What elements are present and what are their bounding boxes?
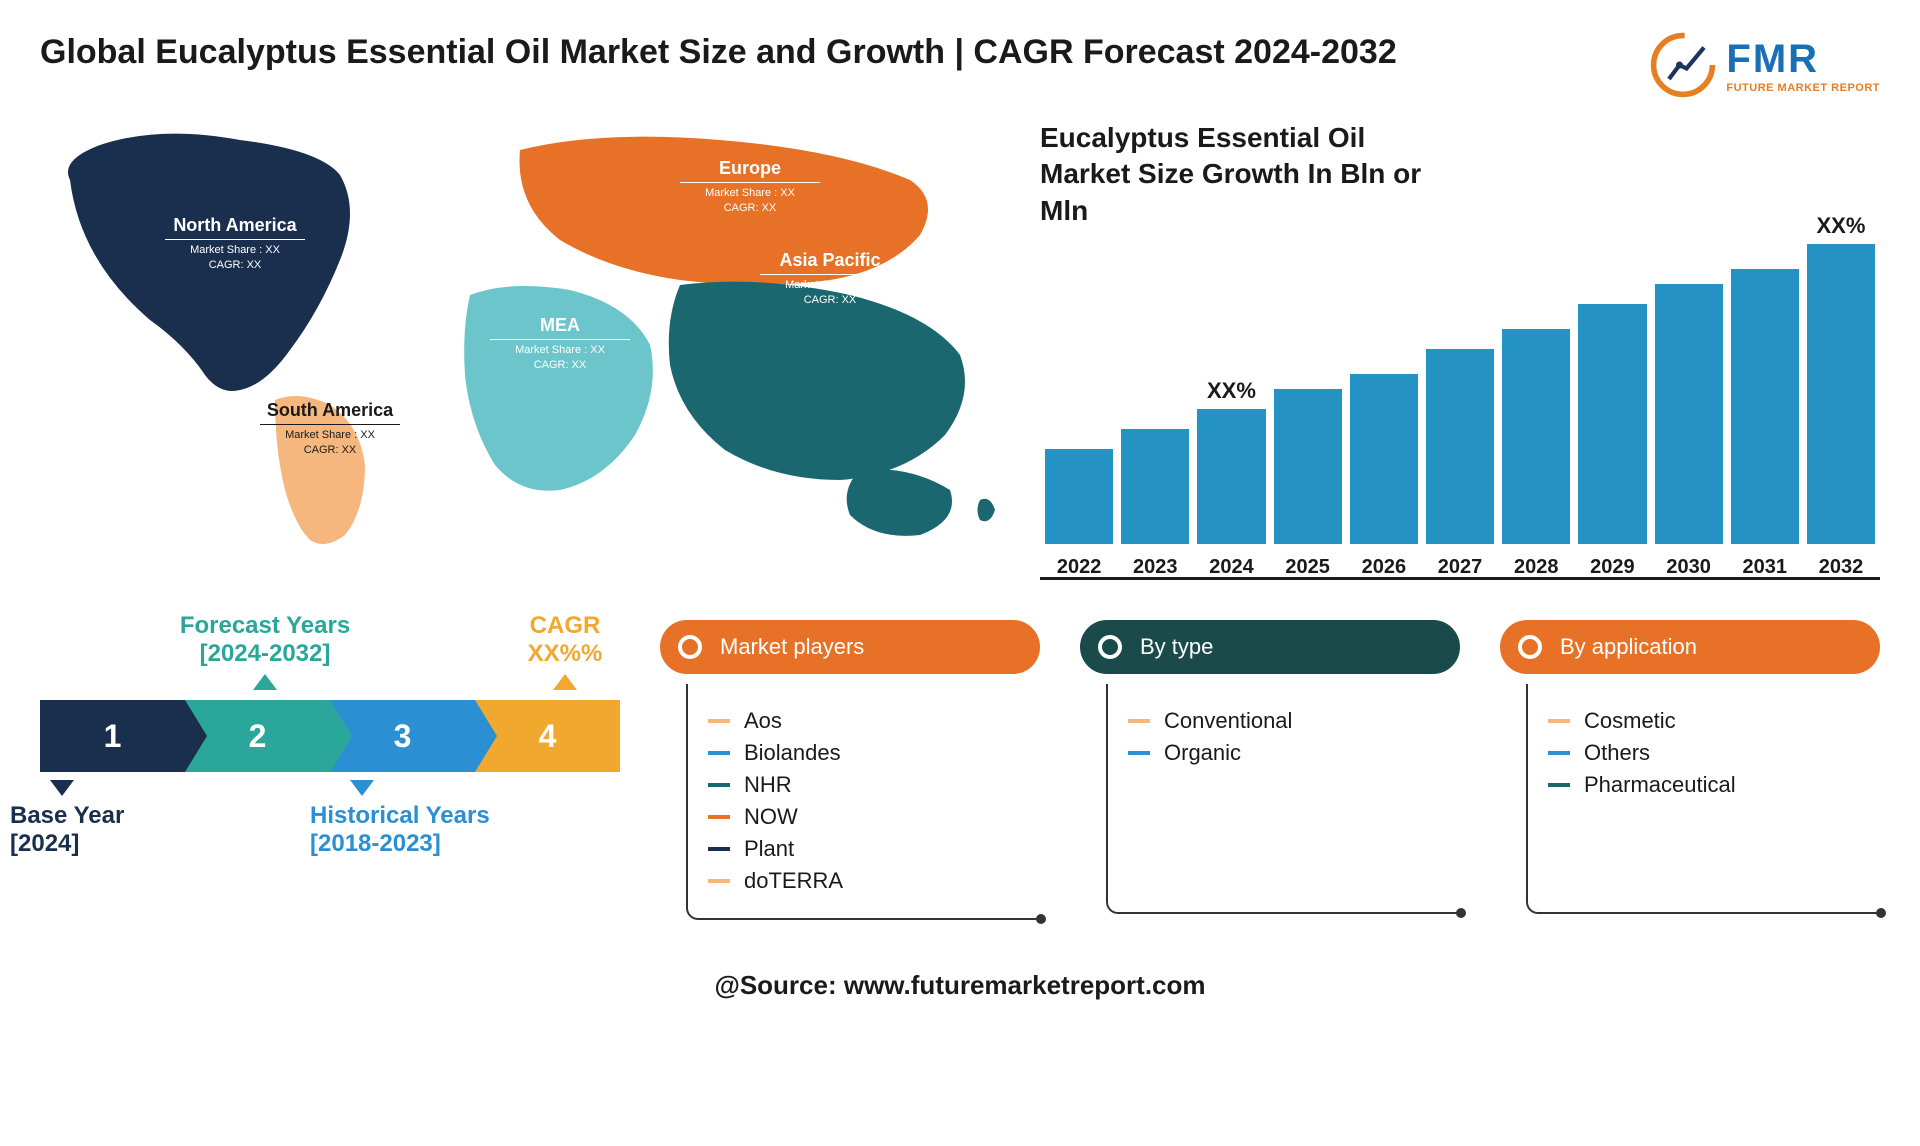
timeline-label-2: Forecast Years[2024-2032]	[160, 612, 370, 690]
cat-item: Plant	[708, 836, 1040, 862]
timeline-label-1: Base Year[2024]	[10, 780, 124, 858]
timeline-label-4: CAGRXX%%	[460, 612, 670, 690]
bar-2032: XX% 2032	[1807, 244, 1875, 579]
category-pill: Market players	[660, 620, 1040, 674]
logo-icon	[1648, 30, 1718, 100]
category-by-application: By application Cosmetic Others Pharmaceuti…	[1500, 620, 1880, 920]
bar-2027: 2027	[1426, 349, 1494, 579]
cat-item: Conventional	[1128, 708, 1460, 734]
fmr-logo: FMR FUTURE MARKET REPORT	[1648, 30, 1880, 100]
world-map: North AmericaMarket Share : XXCAGR: XX So…	[40, 120, 1000, 550]
chart-title: Eucalyptus Essential Oil Market Size Gro…	[1040, 120, 1460, 229]
logo-text: FMR	[1726, 37, 1880, 82]
bar-2022: 2022	[1045, 449, 1113, 579]
cat-item: Others	[1548, 740, 1880, 766]
category-pill: By application	[1500, 620, 1880, 674]
bar-2023: 2023	[1121, 429, 1189, 579]
cat-item: Organic	[1128, 740, 1460, 766]
bar-2024: XX% 2024	[1197, 409, 1265, 579]
bar-2031: 2031	[1731, 269, 1799, 579]
bullet-icon	[678, 635, 702, 659]
category-pill: By type	[1080, 620, 1460, 674]
chart-bars: 2022 2023XX% 2024 2025 2026 2027 2028 20…	[1040, 239, 1880, 579]
timeline-bar: 1.timeline-seg:nth-child(1)::after{borde…	[40, 700, 620, 772]
cat-item: Cosmetic	[1548, 708, 1880, 734]
bullet-icon	[1518, 635, 1542, 659]
logo-subtitle: FUTURE MARKET REPORT	[1726, 82, 1880, 94]
map-region-asia-pacific: Asia PacificMarket Share : XXCAGR: XX	[760, 250, 900, 309]
bar-2029: 2029	[1578, 304, 1646, 579]
map-region-south-america: South AmericaMarket Share : XXCAGR: XX	[260, 400, 400, 459]
timeline-label-3: Historical Years[2018-2023]	[310, 780, 490, 858]
cat-item: Pharmaceutical	[1548, 772, 1880, 798]
category-frame: Aos Biolandes NHR NOW Plant doTERRA	[686, 684, 1040, 920]
bar-2030: 2030	[1655, 284, 1723, 579]
bullet-icon	[1098, 635, 1122, 659]
cat-item: NOW	[708, 804, 1040, 830]
map-region-europe: EuropeMarket Share : XXCAGR: XX	[680, 158, 820, 217]
cat-item: NHR	[708, 772, 1040, 798]
bar-2025: 2025	[1274, 389, 1342, 579]
category-market-players: Market players Aos Biolandes NHR NOW Plant do…	[660, 620, 1040, 920]
category-frame: Cosmetic Others Pharmaceutical	[1526, 684, 1880, 914]
category-by-type: By type Conventional Organic	[1080, 620, 1460, 920]
source-attribution: @Source: www.futuremarketreport.com	[40, 970, 1880, 1001]
page-title: Global Eucalyptus Essential Oil Market S…	[40, 30, 1397, 74]
map-region-north-america: North AmericaMarket Share : XXCAGR: XX	[165, 215, 305, 274]
category-frame: Conventional Organic	[1106, 684, 1460, 914]
header: Global Eucalyptus Essential Oil Market S…	[40, 30, 1880, 100]
map-region-mea: MEAMarket Share : XXCAGR: XX	[490, 315, 630, 374]
timeline-seg-1: 1.timeline-seg:nth-child(1)::after{borde…	[40, 700, 185, 772]
cat-item: doTERRA	[708, 868, 1040, 894]
cat-item: Biolandes	[708, 740, 1040, 766]
growth-bar-chart: Eucalyptus Essential Oil Market Size Gro…	[1040, 120, 1880, 580]
bar-2028: 2028	[1502, 329, 1570, 579]
bar-2026: 2026	[1350, 374, 1418, 579]
cat-item: Aos	[708, 708, 1040, 734]
timeline-section: Forecast Years[2024-2032]CAGRXX%% 1.time…	[40, 620, 620, 900]
